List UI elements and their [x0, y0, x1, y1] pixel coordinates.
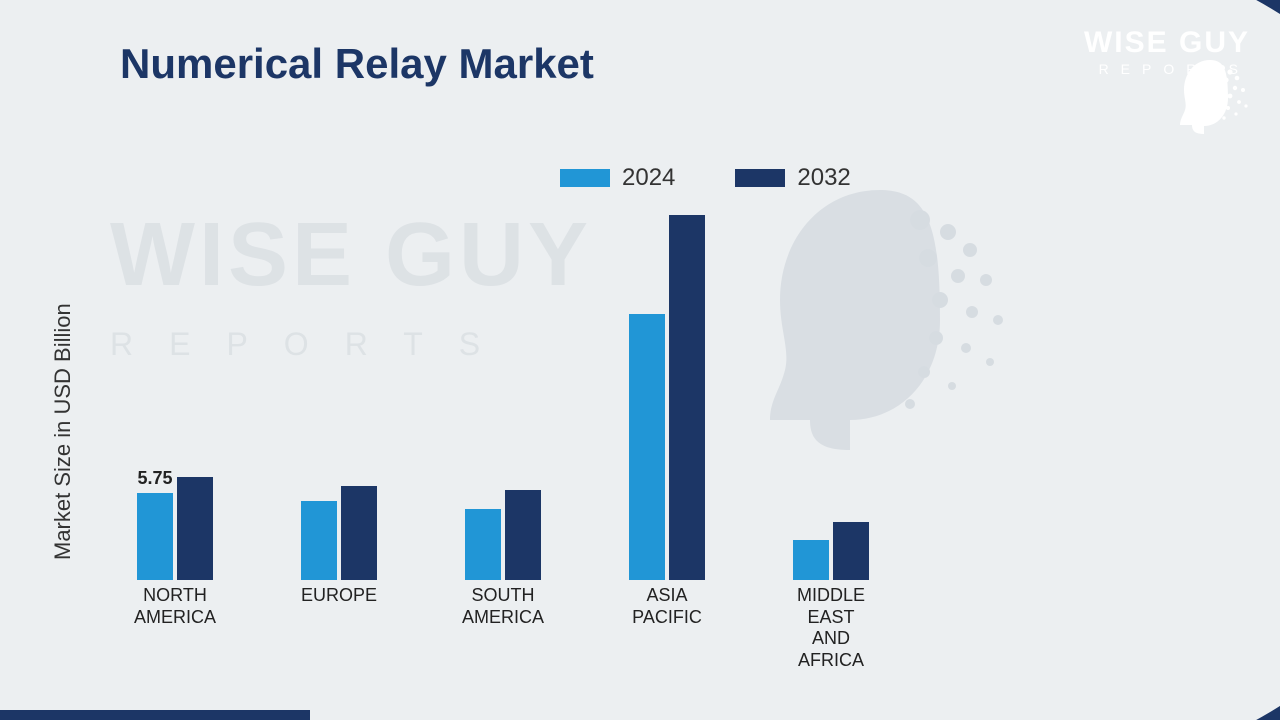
- legend-item-2024: 2024: [560, 164, 675, 192]
- category-label: SOUTHAMERICA: [438, 585, 568, 628]
- bar-2032: [833, 522, 869, 580]
- legend-label: 2024: [622, 164, 675, 192]
- brand-logo: WISE GUY REPORTS: [1084, 28, 1250, 76]
- bar-2024: [629, 314, 665, 580]
- bar-group: [438, 200, 568, 580]
- legend-swatch: [560, 169, 610, 187]
- category-label: ASIAPACIFIC: [602, 585, 732, 628]
- bar-2032: [341, 486, 377, 580]
- y-axis-label: Market Size in USD Billion: [50, 303, 76, 560]
- bar-2024: [793, 540, 829, 580]
- value-label: 5.75: [130, 468, 180, 489]
- bar-group: [274, 200, 404, 580]
- bar-chart: 5.75: [110, 200, 930, 580]
- bar-2024: [137, 493, 173, 580]
- bar-2032: [669, 215, 705, 580]
- legend-swatch: [735, 169, 785, 187]
- category-label: NORTHAMERICA: [110, 585, 240, 628]
- logo-head-icon: [1180, 58, 1250, 136]
- chart-title: Numerical Relay Market: [120, 40, 594, 88]
- bar-group: [766, 200, 896, 580]
- stage: WISE GUY REPORTS Numerical Relay Market …: [0, 0, 1280, 720]
- category-label: EUROPE: [274, 585, 404, 607]
- legend-item-2032: 2032: [735, 164, 850, 192]
- bar-2024: [465, 509, 501, 580]
- chart-legend: 2024 2032: [560, 164, 851, 192]
- bar-2032: [177, 477, 213, 580]
- logo-main: WISE GUY: [1084, 28, 1250, 58]
- bar-group: [602, 200, 732, 580]
- plot-area: 5.75: [110, 200, 930, 580]
- legend-label: 2032: [797, 164, 850, 192]
- bar-group: 5.75: [110, 200, 240, 580]
- bottom-accent-strip: [0, 710, 310, 720]
- bar-2024: [301, 501, 337, 580]
- bar-2032: [505, 490, 541, 580]
- category-label: MIDDLEEASTANDAFRICA: [766, 585, 896, 671]
